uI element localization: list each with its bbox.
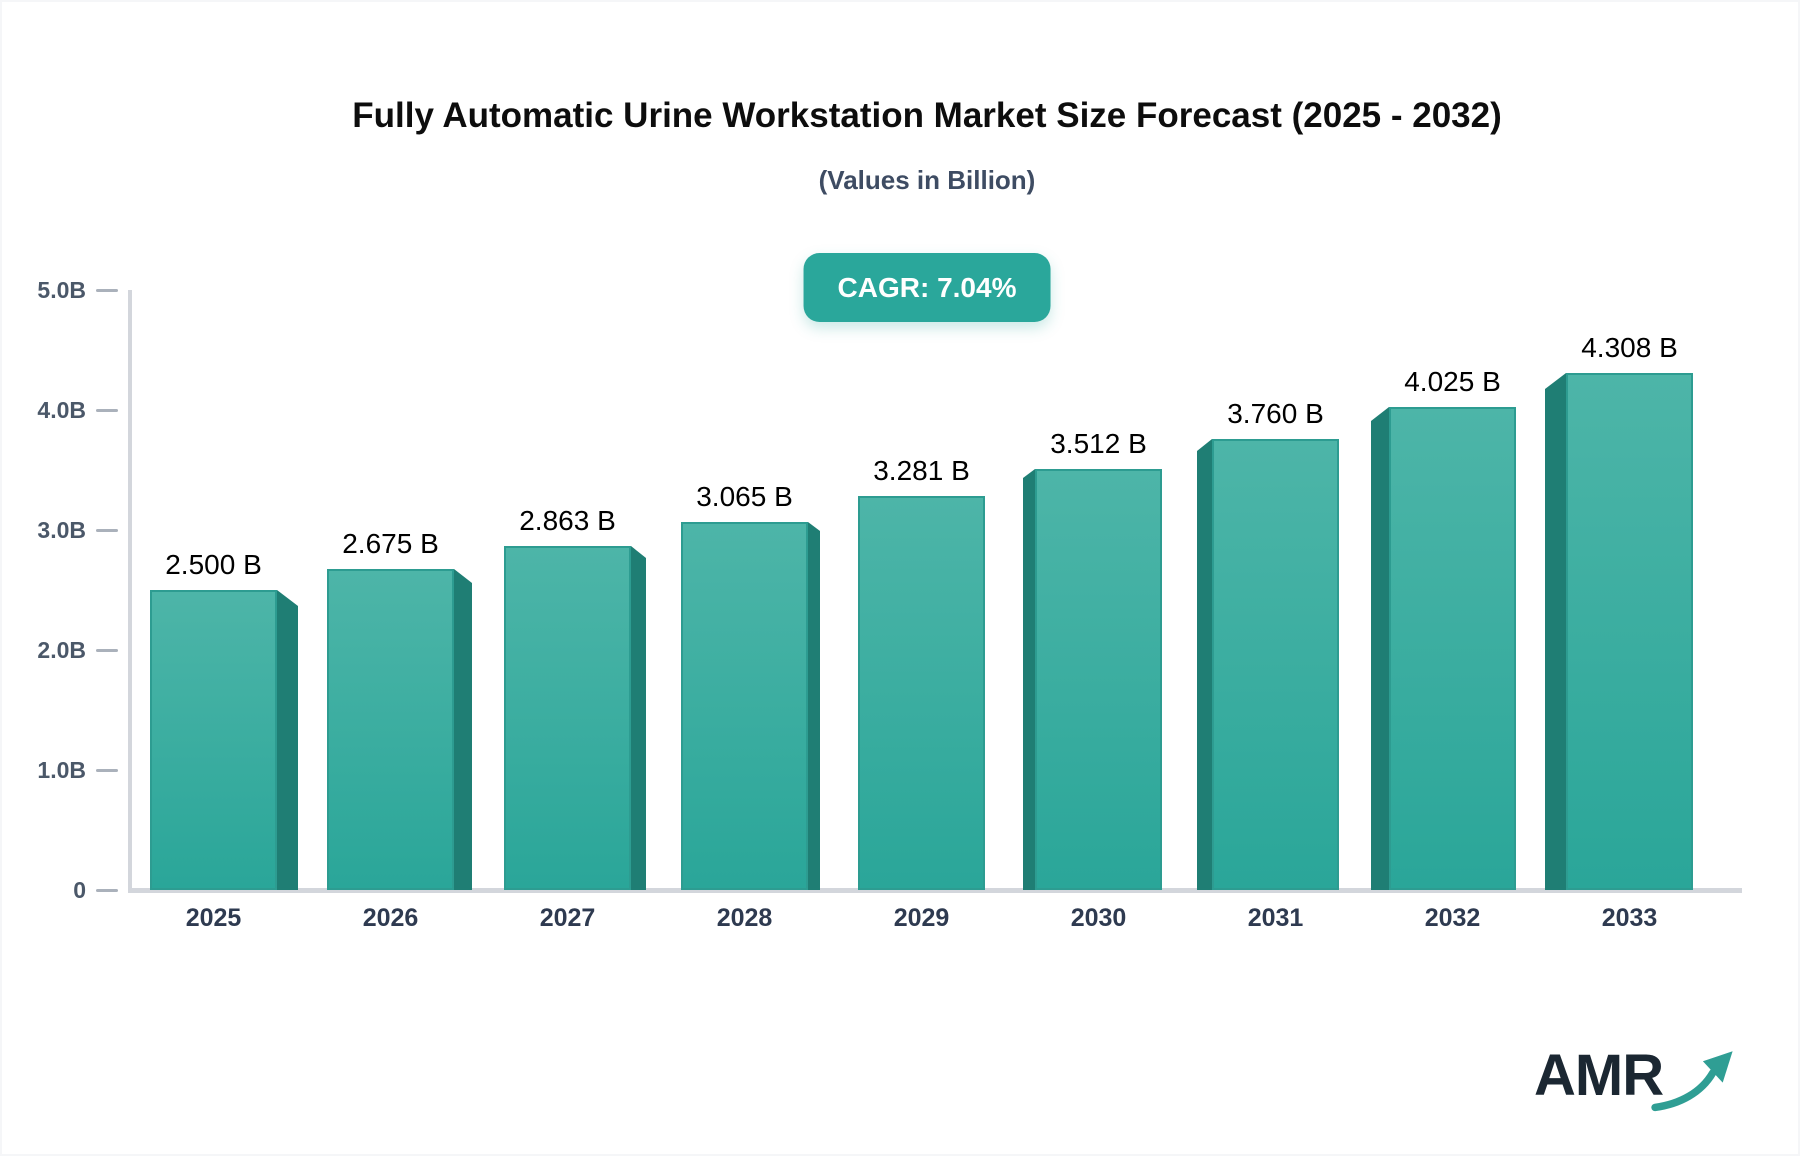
y-tick-label: 4.0B bbox=[37, 397, 86, 423]
y-tick-label: 3.0B bbox=[37, 517, 86, 543]
amr-logo-text: AMR bbox=[1534, 1043, 1664, 1108]
bar-side-face bbox=[277, 590, 298, 890]
x-axis-label: 2031 bbox=[1247, 904, 1304, 932]
y-tick-dash bbox=[96, 529, 118, 532]
bar-side-face bbox=[1371, 407, 1389, 890]
x-axis-line bbox=[128, 888, 1742, 893]
bar-face bbox=[150, 590, 277, 890]
x-axis-label: 2027 bbox=[539, 904, 596, 932]
y-axis-line bbox=[128, 290, 132, 893]
y-tick-dash bbox=[96, 289, 118, 292]
bar-face bbox=[327, 569, 454, 890]
y-tick-dash bbox=[96, 649, 118, 652]
bar-side-face bbox=[631, 546, 646, 890]
bar-side-face bbox=[808, 522, 820, 890]
bar-face bbox=[1566, 373, 1693, 890]
x-axis-label: 2030 bbox=[1070, 904, 1127, 932]
bar-face bbox=[1035, 469, 1162, 890]
amr-logo: AMR bbox=[1534, 1038, 1735, 1114]
y-tick-dash bbox=[96, 889, 118, 892]
y-tick-label: 5.0B bbox=[37, 277, 86, 303]
chart-title: Fully Automatic Urine Workstation Market… bbox=[352, 96, 1502, 135]
bar-value-label: 2.675 B bbox=[342, 528, 439, 559]
bar-face bbox=[1389, 407, 1516, 890]
x-axis-label: 2032 bbox=[1424, 904, 1481, 932]
bar-side-face bbox=[1023, 469, 1035, 890]
bar-side-face bbox=[1197, 439, 1212, 890]
bar-value-label: 3.760 B bbox=[1227, 398, 1324, 429]
bar-value-label: 3.065 B bbox=[696, 481, 793, 512]
x-axis-label: 2033 bbox=[1601, 904, 1658, 932]
bar-face bbox=[858, 496, 985, 890]
growth-arrow-icon bbox=[1651, 1051, 1733, 1112]
arrow-shaft bbox=[1651, 1069, 1717, 1112]
cagr-badge: CAGR: 7.04% bbox=[803, 253, 1051, 322]
y-tick-dash bbox=[96, 769, 118, 772]
bar-value-label: 3.281 B bbox=[873, 455, 970, 486]
bar-value-label: 3.512 B bbox=[1050, 428, 1147, 459]
bar-side-face bbox=[1545, 373, 1566, 890]
bar-value-label: 4.025 B bbox=[1404, 366, 1501, 397]
y-tick-label: 2.0B bbox=[37, 637, 86, 663]
y-tick-label: 1.0B bbox=[37, 757, 86, 783]
bar-value-label: 2.500 B bbox=[165, 549, 262, 580]
x-axis-label: 2028 bbox=[716, 904, 773, 932]
bar-side-face bbox=[454, 569, 472, 890]
y-tick-dash bbox=[96, 409, 118, 412]
bar-face bbox=[1212, 439, 1339, 890]
bar-value-label: 2.863 B bbox=[519, 505, 616, 536]
x-axis-label: 2026 bbox=[362, 904, 419, 932]
bar-face bbox=[504, 546, 631, 890]
bar-face bbox=[681, 522, 808, 890]
x-axis-label: 2029 bbox=[893, 904, 950, 932]
bar-value-label: 4.308 B bbox=[1581, 332, 1678, 363]
chart-subtitle: (Values in Billion) bbox=[818, 165, 1036, 195]
x-axis-label: 2025 bbox=[185, 904, 242, 932]
y-tick-label: 0 bbox=[73, 877, 86, 903]
